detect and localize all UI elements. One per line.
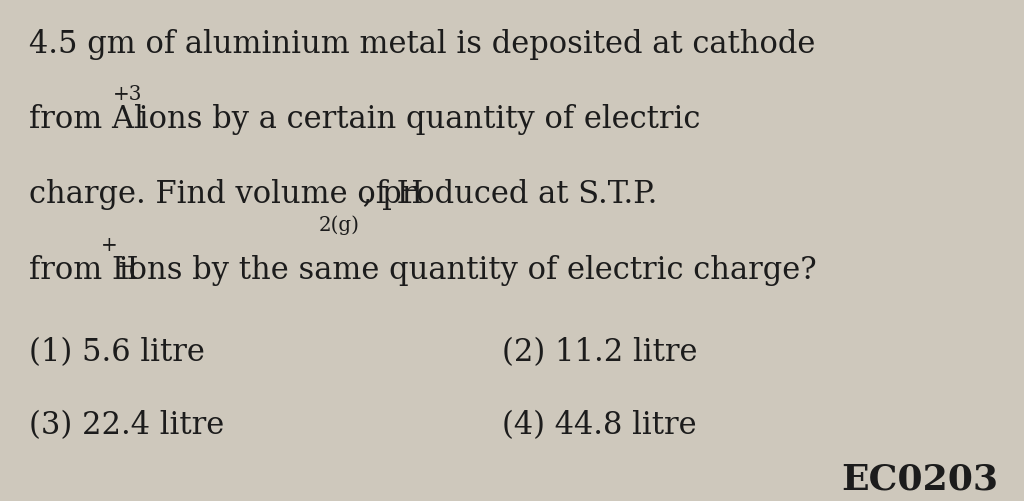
Text: , produced at S.T.P.: , produced at S.T.P. <box>352 179 657 210</box>
Text: (1) 5.6 litre: (1) 5.6 litre <box>29 337 205 368</box>
Text: from Al: from Al <box>29 104 143 135</box>
Text: (3) 22.4 litre: (3) 22.4 litre <box>29 409 224 440</box>
Text: 4.5 gm of aluminium metal is deposited at cathode: 4.5 gm of aluminium metal is deposited a… <box>29 29 815 60</box>
Text: from H: from H <box>29 254 138 285</box>
Text: EC0203: EC0203 <box>842 461 998 495</box>
Text: charge. Find volume of H: charge. Find volume of H <box>29 179 423 210</box>
Text: 2(g): 2(g) <box>318 215 359 234</box>
Text: +: + <box>101 235 118 255</box>
Text: ions by a certain quantity of electric: ions by a certain quantity of electric <box>129 104 700 135</box>
Text: ions by the same quantity of electric charge?: ions by the same quantity of electric ch… <box>110 254 817 285</box>
Text: (2) 11.2 litre: (2) 11.2 litre <box>502 337 697 368</box>
Text: (4) 44.8 litre: (4) 44.8 litre <box>502 409 696 440</box>
Text: +3: +3 <box>114 85 142 104</box>
